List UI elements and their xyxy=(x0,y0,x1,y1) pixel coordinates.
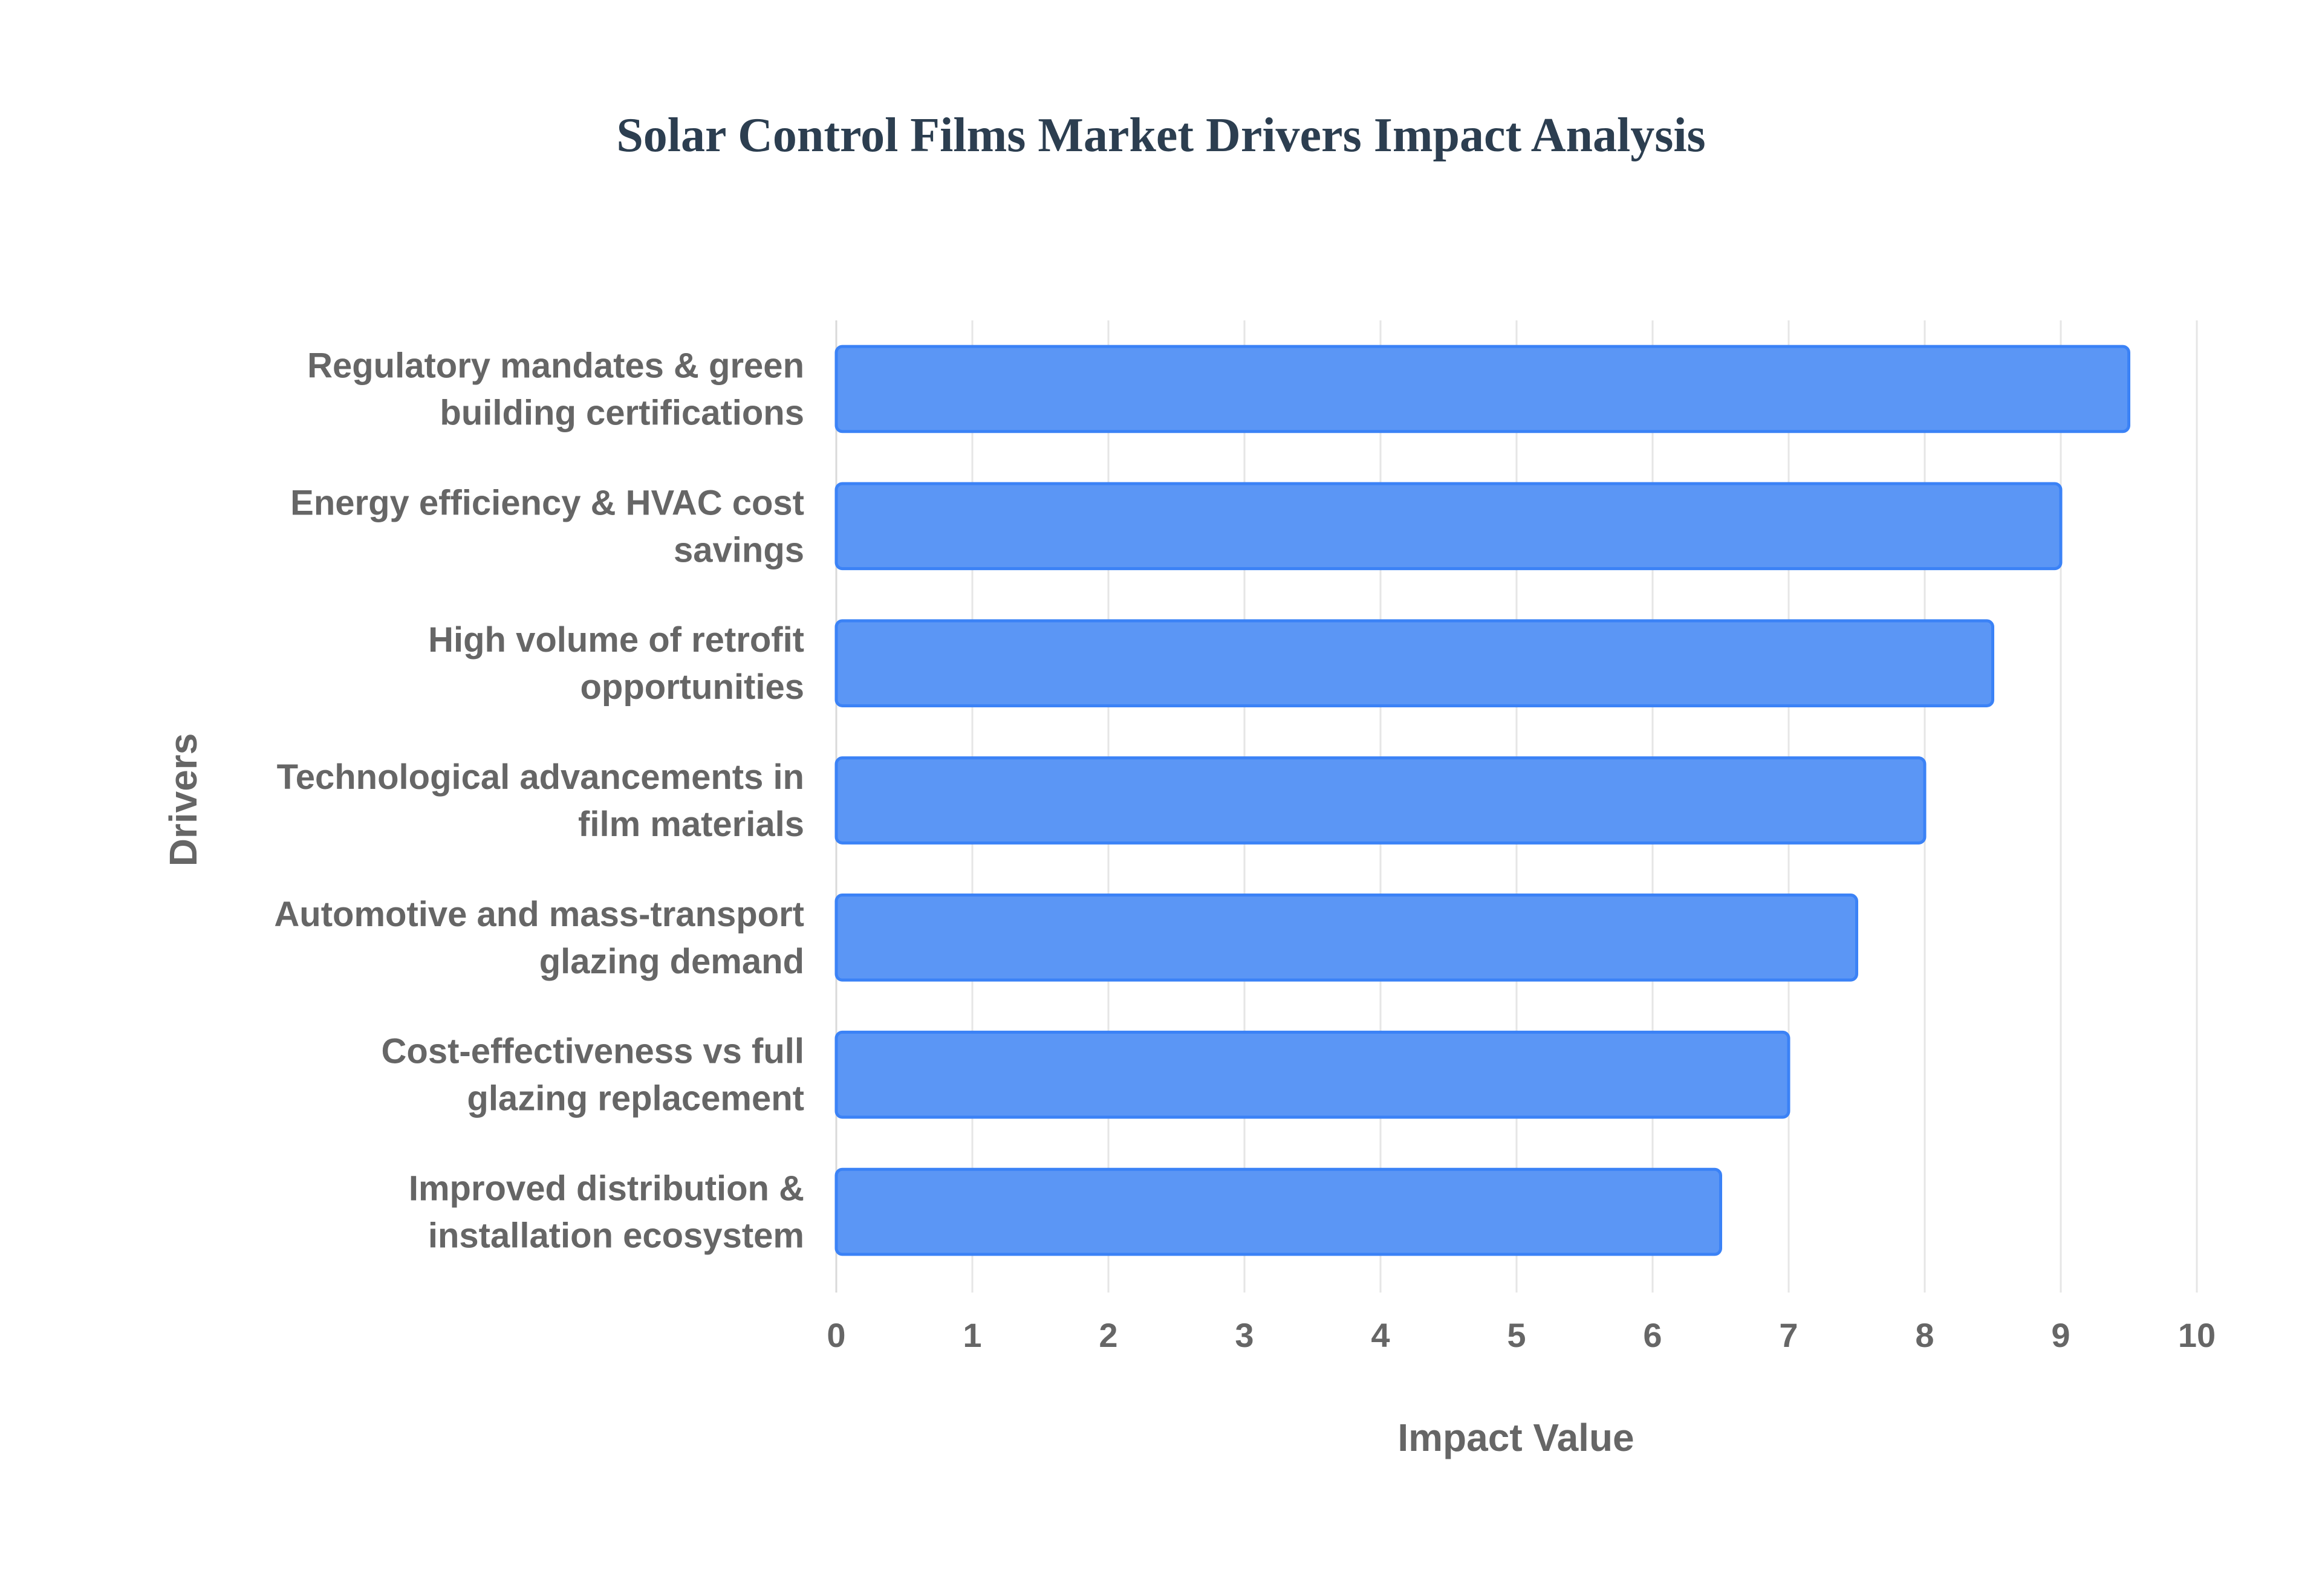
chart-title: Solar Control Films Market Drivers Impac… xyxy=(616,109,1705,162)
y-axis-title: Drivers xyxy=(161,733,205,867)
bar xyxy=(834,482,2063,571)
category-label-line: savings xyxy=(674,530,804,569)
category-label-line: building certifications xyxy=(440,393,804,432)
x-tick-label: 8 xyxy=(1915,1316,1934,1354)
category-label-line: Technological advancements in xyxy=(277,757,804,797)
x-tick-label: 9 xyxy=(2051,1316,2070,1354)
category-label-line: Automotive and mass-transport xyxy=(274,895,804,934)
category-label-line: installation ecosystem xyxy=(428,1216,804,1256)
x-tick-label: 6 xyxy=(1643,1316,1662,1354)
category-label: Energy efficiency & HVAC cost savings xyxy=(290,483,804,569)
category-label: Technological advancements in film materi… xyxy=(277,757,804,844)
x-tick-label: 5 xyxy=(1507,1316,1526,1354)
category-label-line: glazing replacement xyxy=(467,1079,804,1118)
category-label: Automotive and mass-transport glazing dem… xyxy=(274,895,804,981)
category-label: Regulatory mandates & green building cert… xyxy=(307,346,804,432)
x-tick-label: 1 xyxy=(963,1316,981,1354)
x-tick-label: 4 xyxy=(1371,1316,1390,1354)
category-label: High volume of retrofit opportunities xyxy=(428,620,804,707)
x-tick-label: 10 xyxy=(2178,1316,2216,1354)
category-label-line: High volume of retrofit xyxy=(428,620,804,660)
bar xyxy=(834,1167,1722,1256)
category-label: Cost-effectiveness vs full glazing replac… xyxy=(382,1032,804,1118)
category-label-line: Energy efficiency & HVAC cost xyxy=(290,483,804,522)
category-label-line: opportunities xyxy=(580,667,804,707)
x-tick-labels: 0 1 2 3 4 5 6 7 8 9 10 xyxy=(827,1316,2216,1354)
x-tick-label: 2 xyxy=(1099,1316,1117,1354)
category-label-line: glazing demand xyxy=(539,942,804,981)
category-label-line: film materials xyxy=(578,805,804,844)
bar xyxy=(834,756,1927,845)
x-tick-label: 3 xyxy=(1235,1316,1254,1354)
category-label-line: Cost-effectiveness vs full xyxy=(382,1032,804,1071)
bar xyxy=(834,619,1994,707)
x-tick-label: 0 xyxy=(827,1316,845,1354)
bar xyxy=(834,345,2130,433)
category-label: Improved distribution & installation ecos… xyxy=(409,1169,804,1256)
bar xyxy=(834,894,1858,982)
bars xyxy=(834,345,2130,1256)
x-tick-label: 7 xyxy=(1779,1316,1798,1354)
category-label-line: Improved distribution & xyxy=(409,1169,804,1208)
bar xyxy=(834,1030,1790,1119)
x-axis-title: Impact Value xyxy=(1397,1416,1634,1459)
category-labels: Regulatory mandates & green building cert… xyxy=(274,346,804,1255)
category-label-line: Regulatory mandates & green xyxy=(307,346,804,385)
